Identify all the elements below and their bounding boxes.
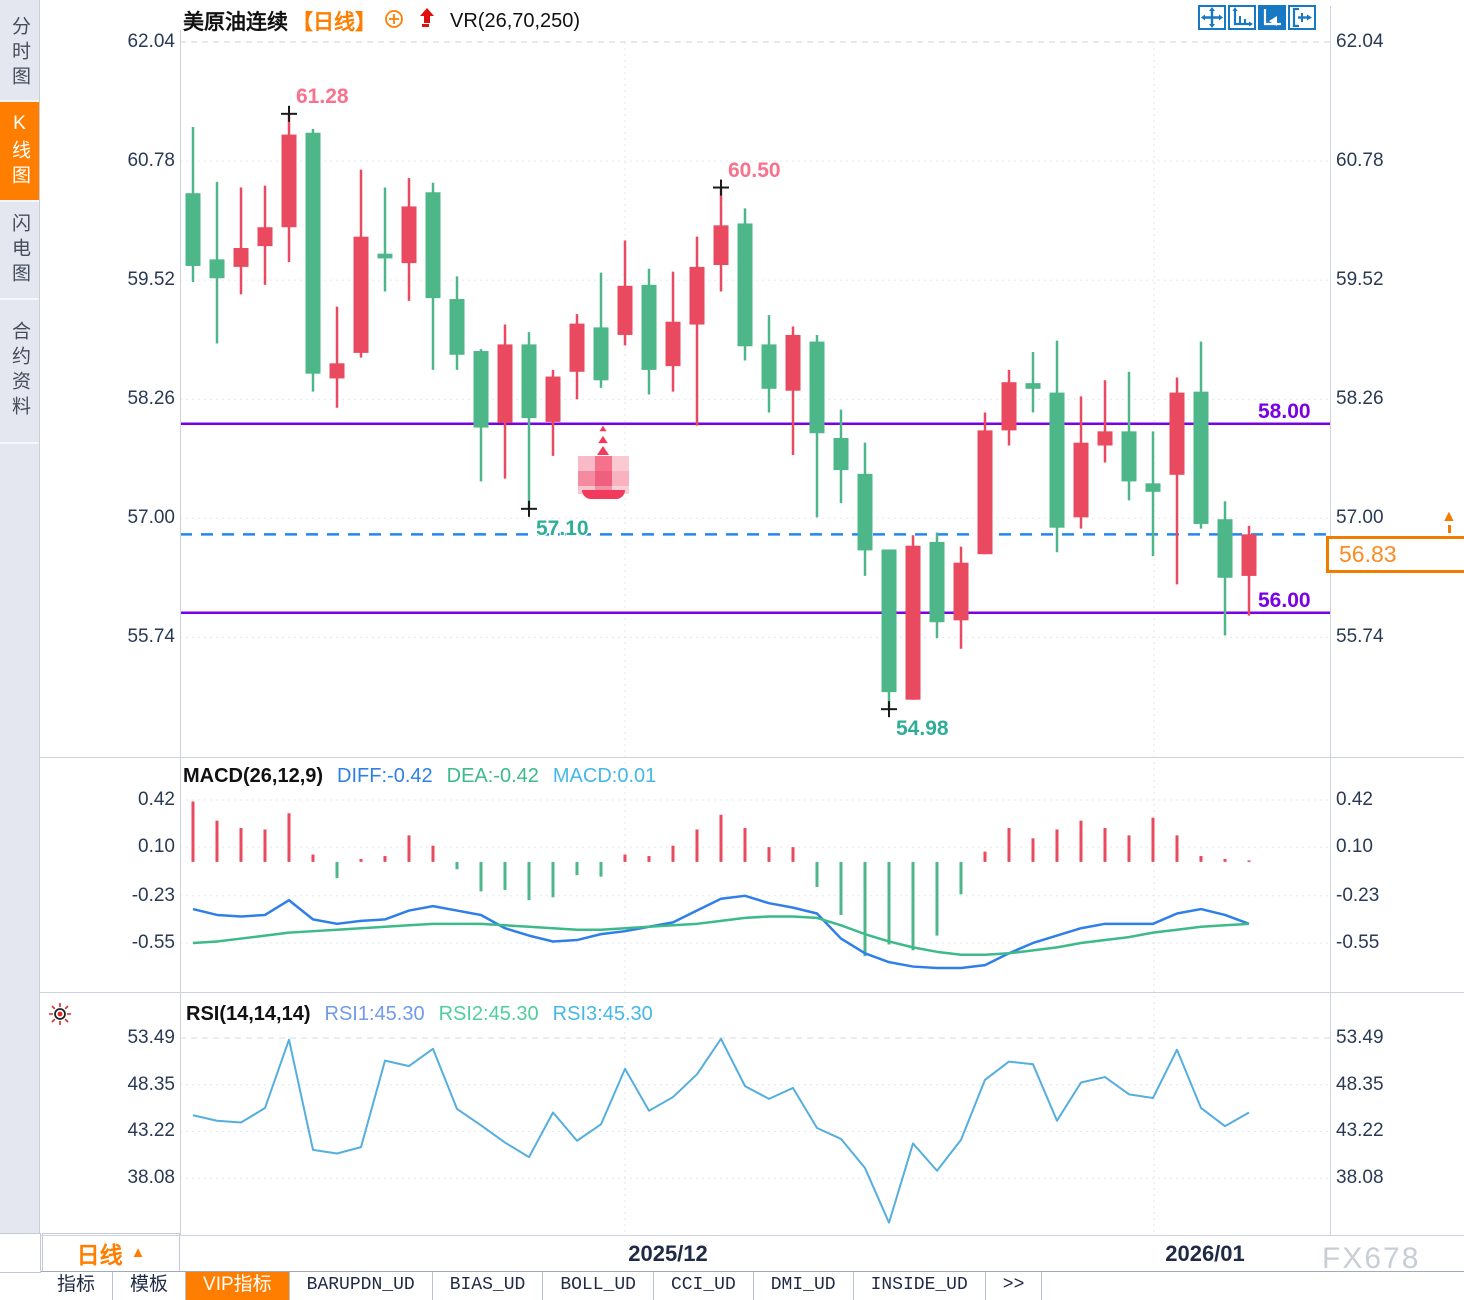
price-tick: 60.78 xyxy=(1336,150,1384,171)
sidebar: 分时图 K线图 闪电图 合约资料 xyxy=(0,0,40,1233)
price-tick: 60.78 xyxy=(127,150,175,171)
symbol-name: 美原油连续 xyxy=(183,11,288,34)
macd-tick: -0.55 xyxy=(131,932,175,953)
rsi-tick: 38.08 xyxy=(127,1167,175,1188)
indicator-settings-sun-icon[interactable] xyxy=(48,1002,72,1031)
rsi-title: RSI(14,14,14) xyxy=(186,1003,311,1025)
sidebar-item-timeline-chart[interactable]: 分时图 xyxy=(0,6,39,102)
price-tick: 58.26 xyxy=(1336,388,1384,409)
rsi-tick: 48.35 xyxy=(127,1074,175,1095)
rsi-tick: 48.35 xyxy=(1336,1074,1384,1095)
rsi-tick: 53.49 xyxy=(1336,1027,1384,1048)
macd-title: MACD(26,12,9) xyxy=(183,765,324,787)
rsi-tick: 38.08 xyxy=(1336,1167,1384,1188)
tab-cci-ud[interactable]: CCI_UD xyxy=(653,1272,754,1300)
chevron-up-icon: ▲ xyxy=(130,1244,146,1261)
macd-dea-value: DEA:-0.42 xyxy=(446,765,539,787)
sidebar-item-kline-chart[interactable]: K线图 xyxy=(0,102,39,202)
price-tick: 55.74 xyxy=(1336,626,1384,647)
price-tick: 59.52 xyxy=(1336,269,1384,290)
corner-cell xyxy=(0,1233,41,1273)
price-tick: 55.74 xyxy=(127,626,175,647)
rsi-header: RSI(14,14,14) RSI1:45.30 RSI2:45.30 RSI3… xyxy=(186,1003,653,1026)
macd-tick: 0.42 xyxy=(138,789,175,810)
period-selector-label: 日线 xyxy=(76,1241,123,1268)
rsi1-value: RSI1:45.30 xyxy=(324,1003,425,1025)
rsi2-value: RSI2:45.30 xyxy=(438,1003,539,1025)
rsi3-value: RSI3:45.30 xyxy=(552,1003,653,1025)
price-tick: 57.00 xyxy=(1336,507,1384,528)
macd-tick: 0.10 xyxy=(138,836,175,857)
indicator-name: VR(26,70,250) xyxy=(450,9,581,32)
last-price-badge: 56.83 xyxy=(1326,536,1464,573)
pan-crosshair-icon[interactable] xyxy=(1198,5,1226,30)
resistance-line-label: 58.00 xyxy=(1258,400,1311,423)
indicator-tabbar: 指标 模板 VIP指标 BARUPDN_UD BIAS_UD BOLL_UD C… xyxy=(40,1272,1464,1300)
tab-barupdn-ud[interactable]: BARUPDN_UD xyxy=(289,1272,433,1300)
price-tick: 59.52 xyxy=(127,269,175,290)
macd-tick: 0.42 xyxy=(1336,789,1373,810)
price-tick: 57.00 xyxy=(127,507,175,528)
price-annotation: 60.50 xyxy=(728,158,781,182)
tabbar-divider xyxy=(0,1271,1464,1272)
tab-bias-ud[interactable]: BIAS_UD xyxy=(432,1272,544,1300)
period-selector[interactable]: 日线 ▲ xyxy=(42,1233,180,1272)
watermark: FX678 xyxy=(1322,1242,1421,1275)
price-tick: 62.04 xyxy=(127,31,175,52)
price-tick: 58.26 xyxy=(127,388,175,409)
tab-vip-indicators[interactable]: VIP指标 xyxy=(186,1272,290,1300)
xaxis-label-jan: 2026/01 xyxy=(1165,1241,1245,1266)
up-arrow-icon[interactable] xyxy=(418,7,436,35)
price-annotation: 54.98 xyxy=(896,717,949,741)
tab-dmi-ud[interactable]: DMI_UD xyxy=(753,1272,854,1300)
tab-inside-ud[interactable]: INSIDE_UD xyxy=(853,1272,986,1300)
last-price-up-arrow-icon: ▲ xyxy=(1441,508,1457,533)
period-tag: 【日线】 xyxy=(292,11,376,34)
tab-indicators[interactable]: 指标 xyxy=(40,1272,114,1300)
rsi-tick: 53.49 xyxy=(127,1027,175,1048)
rsi-tick: 43.22 xyxy=(1336,1120,1384,1141)
exit-right-icon[interactable] xyxy=(1288,5,1316,30)
blurred-signal-marker xyxy=(578,425,629,499)
rsi-tick: 43.22 xyxy=(127,1120,175,1141)
macd-macd-value: MACD:0.01 xyxy=(552,765,657,787)
tab-templates[interactable]: 模板 xyxy=(113,1272,187,1300)
zoom-axis-icon[interactable] xyxy=(1228,5,1256,30)
macd-tick: -0.23 xyxy=(1336,885,1380,906)
sidebar-item-contract-info[interactable]: 合约资料 xyxy=(0,300,39,444)
macd-tick: 0.10 xyxy=(1336,836,1373,857)
chart-header: 美原油连续 【日线】 VR(26,70,250) xyxy=(183,6,580,36)
sidebar-item-lightning-chart[interactable]: 闪电图 xyxy=(0,202,39,300)
auto-scale-axis-icon[interactable] xyxy=(1258,5,1286,30)
tab-boll-ud[interactable]: BOLL_UD xyxy=(543,1272,654,1300)
macd-tick: -0.55 xyxy=(1336,932,1380,953)
macd-tick: -0.23 xyxy=(131,885,175,906)
tab-more[interactable]: >> xyxy=(985,1272,1043,1300)
xaxis-label-dec: 2025/12 xyxy=(628,1241,708,1266)
price-annotation: 61.28 xyxy=(296,84,349,108)
price-tick: 62.04 xyxy=(1336,31,1384,52)
support-line-label: 56.00 xyxy=(1258,589,1311,612)
price-annotation: 57.10 xyxy=(536,516,589,540)
macd-diff-value: DIFF:-0.42 xyxy=(337,765,433,787)
plus-circle-icon[interactable] xyxy=(384,8,404,34)
macd-header: MACD(26,12,9) DIFF:-0.42 DEA:-0.42 MACD:… xyxy=(183,765,656,788)
